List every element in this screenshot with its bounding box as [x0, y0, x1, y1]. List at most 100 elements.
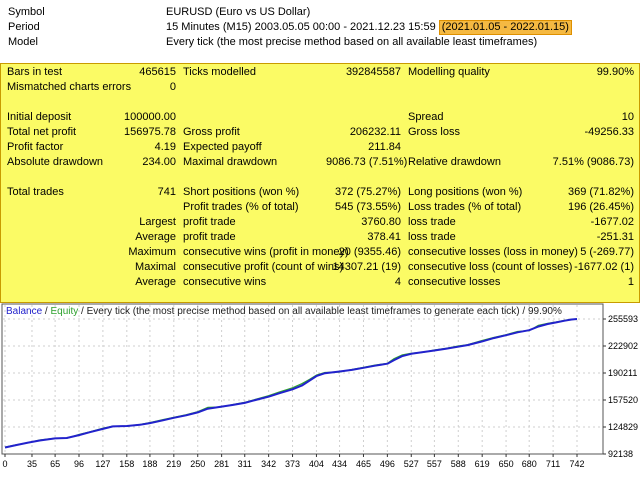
legend-balance: Balance: [6, 306, 43, 317]
model-value: Every tick (the most precise method base…: [166, 36, 538, 48]
symbol-row: Symbol EURUSD (Euro vs US Dollar): [0, 5, 640, 20]
stats-cell: [401, 95, 542, 110]
x-tick-label: 588: [451, 459, 466, 469]
report-header: Symbol EURUSD (Euro vs US Dollar) Period…: [0, 0, 640, 63]
stats-row: Average consecutive wins 4 consecutive loss…: [1, 275, 639, 290]
stats-cell: consecutive wins: [183, 276, 267, 288]
x-tick-label: 127: [95, 459, 110, 469]
stats-cell: 9086.73 (7.51%): [326, 156, 408, 168]
stats-cell: [1, 215, 119, 230]
stats-cell: [401, 170, 542, 185]
x-tick-label: 496: [380, 459, 395, 469]
symbol-label: Symbol: [8, 6, 45, 18]
stats-cell: -251.31: [596, 231, 634, 243]
stats-row: Absolute drawdown 234.00 Maximal drawdown 9…: [1, 155, 639, 170]
stats-cell: Total trades: [7, 186, 64, 198]
stats-row: Average profit trade 378.41 loss trade -251.…: [1, 230, 639, 245]
stats-row: Maximal consecutive profit (count of wins…: [1, 260, 639, 275]
x-tick-label: 96: [74, 459, 84, 469]
stats-cell: [401, 80, 542, 95]
stats-cell: [176, 110, 326, 125]
stats-cell: Profit factor: [7, 141, 64, 153]
stats-cell: Bars in test: [7, 66, 63, 78]
legend-sep3: /: [519, 306, 528, 317]
stats-cell: [326, 80, 401, 95]
y-tick-label: 255593: [608, 314, 638, 324]
stats-cell: 3760.80: [361, 216, 401, 228]
y-tick-label: 92138: [608, 449, 633, 459]
x-tick-label: 158: [119, 459, 134, 469]
x-tick-label: 465: [356, 459, 371, 469]
stats-cell: 99.90%: [596, 66, 634, 78]
stats-row: Profit factor 4.19 Expected payoff 211.84: [1, 140, 639, 155]
model-row: Model Every tick (the most precise metho…: [0, 35, 640, 50]
stats-cell: 10: [621, 111, 634, 123]
stats-cell: 1: [627, 276, 634, 288]
stats-cell: [401, 140, 542, 155]
y-tick-label: 222902: [608, 341, 638, 351]
stats-row: Total trades 741 Short positions (won %) 37…: [1, 185, 639, 200]
x-tick-label: 219: [166, 459, 181, 469]
equity-chart-svg: 0 35 65 96 127 158 188 219 250 281 311 342 373 404 434…: [1, 303, 638, 469]
legend-quality: 99.90%: [527, 306, 562, 317]
legend-sep2: /: [78, 306, 87, 317]
stats-cell: [119, 200, 176, 215]
x-tick-label: 35: [27, 459, 37, 469]
stats-cell: consecutive wins (profit in money): [183, 246, 349, 258]
x-tick-label: 65: [50, 459, 60, 469]
stats-cell: Largest: [139, 216, 176, 228]
period-label: Period: [8, 21, 40, 33]
stats-cell: 20 (9355.46): [338, 246, 401, 258]
stats-cell: [176, 95, 326, 110]
stats-cell: [1, 275, 119, 290]
stats-row: [1, 95, 639, 110]
stats-cell: 465615: [139, 66, 176, 78]
x-tick-label: 188: [142, 459, 157, 469]
stats-cell: 14307.21 (19): [332, 261, 402, 273]
stats-cell: Relative drawdown: [408, 156, 501, 168]
x-tick-label: 404: [309, 459, 324, 469]
stats-cell: [1, 200, 119, 215]
stats-cell: loss trade: [408, 231, 456, 243]
stats-cell: Mismatched charts errors: [7, 81, 132, 93]
stats-cell: -1677.02 (1): [574, 261, 634, 273]
stats-cell: Average: [135, 276, 176, 288]
stats-cell: profit trade: [183, 231, 236, 243]
stats-cell: [119, 170, 176, 185]
symbol-value: EURUSD (Euro vs US Dollar): [166, 6, 311, 18]
stats-cell: consecutive profit (count of wins): [183, 261, 344, 273]
x-tick-label: 680: [522, 459, 537, 469]
stats-cell: [326, 110, 401, 125]
stats-cell: -1677.02: [590, 216, 634, 228]
period-highlight: (2021.01.05 - 2022.01.15): [438, 20, 572, 35]
stats-row: Largest profit trade 3760.80 loss trade -167…: [1, 215, 639, 230]
period-row: Period 15 Minutes (M15) 2003.05.05 00:00…: [0, 20, 640, 35]
chart-legend: Balance / Equity / Every tick (the most …: [6, 306, 562, 318]
stats-cell: Expected payoff: [183, 141, 262, 153]
period-value: 15 Minutes (M15) 2003.05.05 00:00 - 2021…: [166, 20, 640, 35]
stats-cell: [1, 95, 119, 110]
stats-cell: Maximal: [135, 261, 176, 273]
stats-cell: Total net profit: [7, 126, 77, 138]
legend-sep1: /: [42, 306, 51, 317]
stats-cell: Gross loss: [408, 126, 460, 138]
stats-cell: 4: [394, 276, 401, 288]
x-tick-label: 0: [2, 459, 7, 469]
stats-cell: Ticks modelled: [183, 66, 256, 78]
stats-cell: Short positions (won %): [183, 186, 300, 198]
stats-cell: Modelling quality: [408, 66, 490, 78]
stats-row: Initial deposit 100000.00 Spread 10: [1, 110, 639, 125]
stats-cell: [1, 245, 119, 260]
x-tick-label: 311: [238, 459, 252, 469]
stats-cell: 211.84: [368, 141, 401, 153]
stats-cell: 4.19: [154, 141, 176, 153]
stats-cell: Maximal drawdown: [183, 156, 278, 168]
stats-cell: Initial deposit: [7, 111, 72, 123]
stats-cell: 372 (75.27%): [334, 186, 401, 198]
stats-row: Mismatched charts errors 0: [1, 80, 639, 95]
stats-cell: [542, 140, 639, 155]
x-tick-label: 650: [499, 459, 514, 469]
x-tick-label: 742: [569, 459, 584, 469]
stats-cell: [176, 170, 326, 185]
stats-row: Maximum consecutive wins (profit in money…: [1, 245, 639, 260]
